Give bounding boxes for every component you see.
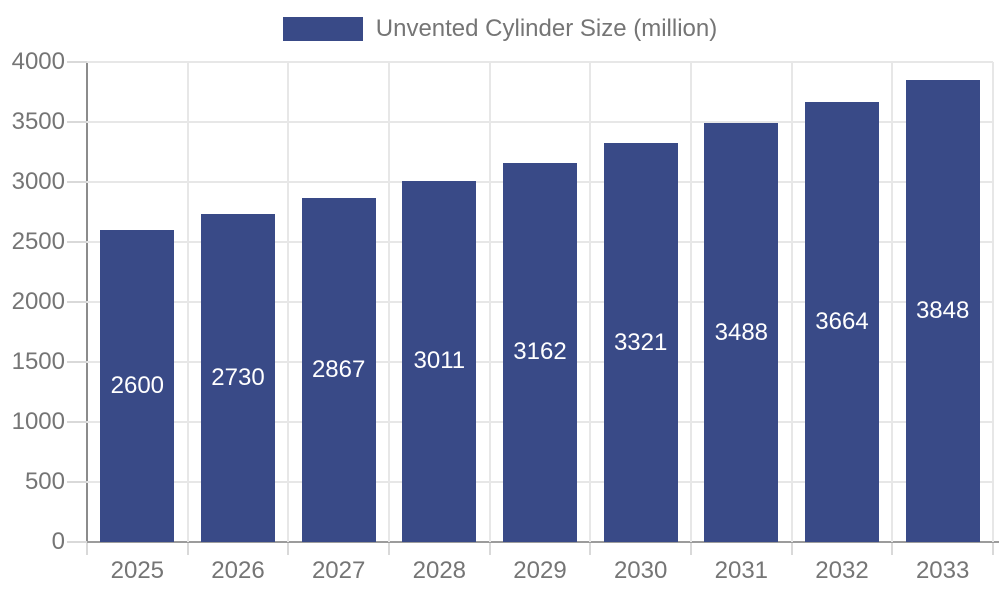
x-tick-label: 2032 — [815, 557, 869, 584]
x-axis-line — [67, 541, 999, 543]
x-tick — [589, 543, 592, 555]
y-tick — [67, 361, 87, 363]
x-tick-label: 2027 — [311, 557, 366, 584]
legend-label: Unvented Cylinder Size (million) — [375, 15, 718, 42]
y-tick — [67, 421, 87, 423]
y-tick — [67, 121, 87, 123]
bar-value-label: 2730 — [211, 364, 265, 392]
bar[interactable]: 3488 — [704, 123, 779, 542]
x-tick-label: 2031 — [714, 557, 769, 584]
bar[interactable]: 3321 — [603, 143, 678, 542]
y-tick — [67, 61, 87, 63]
legend-swatch — [282, 17, 363, 41]
bar[interactable]: 3011 — [402, 180, 477, 542]
legend-item[interactable]: Unvented Cylinder Size (million) — [0, 17, 1000, 41]
v-gridline — [992, 62, 994, 542]
x-tick — [690, 543, 692, 555]
bar-value-label: 3162 — [513, 338, 567, 366]
v-gridline — [690, 62, 692, 542]
x-tick — [388, 543, 390, 555]
bar[interactable]: 2730 — [201, 214, 275, 542]
v-gridline — [891, 62, 894, 542]
bar[interactable]: 3664 — [805, 102, 879, 542]
bar-value-label: 3011 — [413, 347, 466, 375]
plot-area: 0 500 1000 1500 2000 2500 3000 3500 4000 2025 2600… — [12, 50, 999, 583]
x-tick-label: 2029 — [513, 557, 567, 584]
y-tick — [67, 181, 87, 183]
y-tick — [67, 241, 87, 243]
y-tick-label: 3000 — [11, 168, 65, 195]
x-tick-label: 2025 — [110, 557, 165, 584]
v-gridline — [388, 62, 390, 542]
x-tick-label: 2033 — [915, 557, 970, 584]
h-gridline — [87, 121, 993, 123]
y-tick-label: 1000 — [11, 408, 65, 435]
x-tick — [186, 543, 189, 555]
x-tick — [488, 543, 491, 555]
y-tick — [67, 541, 87, 543]
x-tick-label: 2030 — [613, 557, 668, 584]
bar-value-label: 3848 — [915, 297, 970, 325]
x-tick — [992, 543, 994, 555]
y-tick-label: 3500 — [11, 108, 65, 135]
bar-value-label: 2867 — [311, 355, 366, 383]
v-gridline — [186, 62, 189, 542]
x-tick-label: 2028 — [412, 557, 467, 584]
bar-value-label: 2600 — [110, 372, 165, 399]
y-tick-label: 2000 — [11, 288, 65, 315]
v-gridline — [589, 62, 592, 542]
bar-value-label: 3664 — [815, 308, 869, 336]
y-tick — [67, 481, 87, 483]
y-tick-label: 0 — [51, 528, 65, 555]
x-tick — [86, 543, 88, 555]
bar[interactable]: 2600 — [100, 230, 175, 542]
x-tick — [891, 543, 894, 555]
x-tick-label: 2026 — [211, 557, 265, 584]
bar-value-label: 3321 — [613, 328, 668, 356]
bar[interactable]: 2867 — [301, 197, 376, 542]
v-gridline — [488, 62, 491, 542]
bar[interactable]: 3162 — [503, 162, 577, 542]
x-tick — [790, 543, 793, 555]
y-tick-label: 1500 — [11, 348, 65, 375]
y-tick-label: 500 — [24, 468, 65, 495]
y-tick-label: 2500 — [11, 228, 65, 255]
bar[interactable]: 3848 — [905, 80, 980, 542]
v-gridline — [790, 62, 793, 542]
y-tick — [67, 301, 87, 303]
y-tick-label: 4000 — [11, 48, 65, 75]
h-gridline — [87, 61, 993, 63]
bar-value-label: 3488 — [714, 318, 769, 346]
x-tick — [287, 543, 290, 555]
v-gridline — [287, 62, 290, 542]
